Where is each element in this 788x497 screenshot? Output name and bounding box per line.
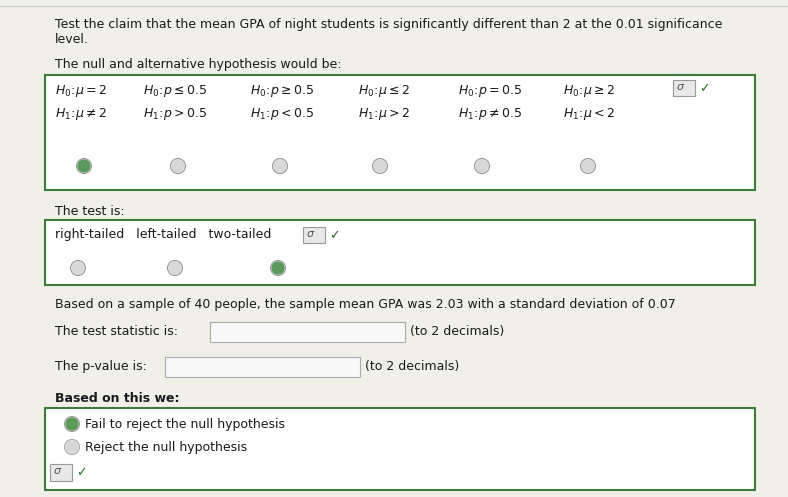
FancyBboxPatch shape <box>165 357 360 377</box>
Text: The null and alternative hypothesis would be:: The null and alternative hypothesis woul… <box>55 58 341 71</box>
Text: $H_0\!:\!p \geq 0.5$: $H_0\!:\!p \geq 0.5$ <box>250 83 314 99</box>
Text: ✓: ✓ <box>76 466 87 479</box>
Text: $\sigma$: $\sigma$ <box>53 466 62 476</box>
Text: $H_0\!:\!p = 0.5$: $H_0\!:\!p = 0.5$ <box>458 83 522 99</box>
Text: Fail to reject the null hypothesis: Fail to reject the null hypothesis <box>85 418 285 431</box>
Text: level.: level. <box>55 33 89 46</box>
Circle shape <box>374 160 386 172</box>
Text: $H_1\!:\!\mu > 2$: $H_1\!:\!\mu > 2$ <box>358 106 411 122</box>
Text: The p-value is:: The p-value is: <box>55 360 147 373</box>
FancyBboxPatch shape <box>303 227 325 243</box>
Text: $H_1\!:\!\mu \neq 2$: $H_1\!:\!\mu \neq 2$ <box>55 106 107 122</box>
Text: $\sigma$: $\sigma$ <box>306 229 315 239</box>
Circle shape <box>169 262 181 274</box>
Text: Test the claim that the mean GPA of night students is significantly different th: Test the claim that the mean GPA of nigh… <box>55 18 723 31</box>
Text: Reject the null hypothesis: Reject the null hypothesis <box>85 441 247 454</box>
Circle shape <box>66 441 78 453</box>
FancyBboxPatch shape <box>45 75 755 190</box>
FancyBboxPatch shape <box>45 408 755 490</box>
Text: $H_0\!:\!\mu \geq 2$: $H_0\!:\!\mu \geq 2$ <box>563 83 615 99</box>
Circle shape <box>582 160 594 172</box>
FancyBboxPatch shape <box>210 322 405 342</box>
Text: (to 2 decimals): (to 2 decimals) <box>410 325 504 338</box>
Text: Based on a sample of 40 people, the sample mean GPA was 2.03 with a standard dev: Based on a sample of 40 people, the samp… <box>55 298 676 311</box>
Circle shape <box>78 160 90 172</box>
Text: The test is:: The test is: <box>55 205 125 218</box>
Text: ✓: ✓ <box>329 229 340 242</box>
FancyBboxPatch shape <box>45 220 755 285</box>
Circle shape <box>272 262 284 274</box>
Circle shape <box>72 262 84 274</box>
Text: $\sigma$: $\sigma$ <box>676 82 686 92</box>
Text: $H_1\!:\!p \neq 0.5$: $H_1\!:\!p \neq 0.5$ <box>458 106 522 122</box>
Text: $H_1\!:\!p < 0.5$: $H_1\!:\!p < 0.5$ <box>250 106 314 122</box>
Text: right-tailed   left-tailed   two-tailed: right-tailed left-tailed two-tailed <box>55 228 271 241</box>
FancyBboxPatch shape <box>673 80 695 96</box>
FancyBboxPatch shape <box>50 464 72 481</box>
Text: $H_1\!:\!p > 0.5$: $H_1\!:\!p > 0.5$ <box>143 106 207 122</box>
Text: $H_0\!:\!\mu \leq 2$: $H_0\!:\!\mu \leq 2$ <box>358 83 411 99</box>
Circle shape <box>274 160 286 172</box>
Text: $H_0\!:\!p \leq 0.5$: $H_0\!:\!p \leq 0.5$ <box>143 83 207 99</box>
Text: The test statistic is:: The test statistic is: <box>55 325 178 338</box>
Text: (to 2 decimals): (to 2 decimals) <box>365 360 459 373</box>
Circle shape <box>66 418 78 430</box>
Text: ✓: ✓ <box>699 82 709 95</box>
Circle shape <box>172 160 184 172</box>
Circle shape <box>476 160 488 172</box>
Text: Based on this we:: Based on this we: <box>55 392 180 405</box>
Text: $H_0\!:\!\mu = 2$: $H_0\!:\!\mu = 2$ <box>55 83 107 99</box>
Text: $H_1\!:\!\mu < 2$: $H_1\!:\!\mu < 2$ <box>563 106 615 122</box>
